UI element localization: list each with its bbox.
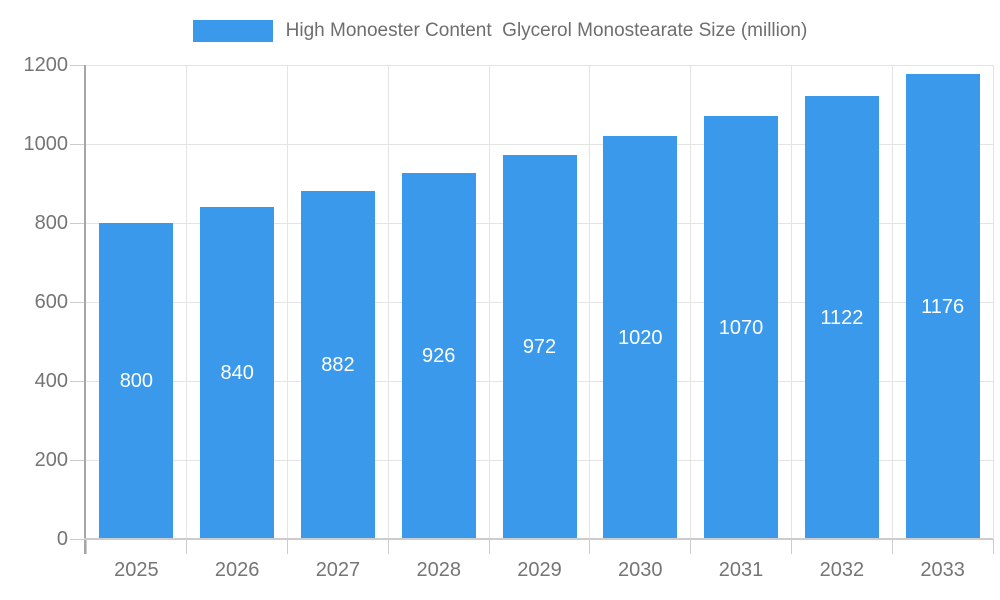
x-axis-label: 2033: [920, 559, 965, 581]
bar-value-label: 840: [220, 362, 254, 384]
bar-value-label: 926: [422, 345, 456, 367]
x-axis-line: [84, 538, 993, 540]
x-axis-tick: [992, 539, 994, 554]
x-axis-tick: [85, 539, 87, 554]
x-axis-label: 2029: [517, 559, 562, 581]
y-axis-tick: [70, 64, 86, 66]
gridline-vertical: [690, 65, 692, 539]
y-axis-line: [84, 65, 86, 554]
bar-value-label: 1070: [718, 316, 764, 339]
x-axis-label: 2031: [718, 559, 764, 581]
bar[interactable]: 1070: [704, 116, 779, 539]
gridline-horizontal: [86, 64, 993, 66]
bar[interactable]: 1122: [804, 96, 879, 539]
bar[interactable]: 882: [300, 191, 375, 539]
gridline-vertical: [992, 65, 994, 539]
y-axis-label: 1200: [23, 54, 69, 76]
bar-value-label: 1122: [820, 306, 864, 329]
x-axis-label: 2030: [618, 559, 663, 581]
x-axis-tick: [589, 539, 591, 554]
bar-value-label: 1176: [921, 295, 965, 318]
x-axis-label: 2032: [819, 559, 865, 581]
gridline-vertical: [790, 65, 792, 539]
chart-legend[interactable]: High Monoester Content Glycerol Monostea…: [0, 17, 1000, 45]
gridline-vertical: [589, 65, 591, 539]
x-axis-tick: [891, 539, 893, 554]
x-axis-label: 2027: [315, 559, 361, 581]
y-axis-tick: [70, 380, 86, 382]
y-axis-label: 800: [34, 212, 68, 234]
x-axis-label: 2028: [416, 559, 461, 581]
x-axis-tick: [690, 539, 692, 554]
gridline-horizontal: [86, 143, 993, 145]
x-axis-label: 2026: [214, 559, 260, 581]
x-axis-tick: [287, 539, 289, 554]
bar-value-label: 800: [119, 370, 154, 392]
y-axis-label: 400: [34, 370, 68, 392]
y-axis-label: 600: [34, 291, 68, 313]
x-axis-tick: [488, 539, 490, 554]
gridline-vertical: [891, 65, 893, 539]
y-axis-tick: [70, 222, 86, 224]
x-axis-tick: [387, 539, 389, 554]
y-axis-tick: [70, 301, 86, 303]
legend-label[interactable]: High Monoester Content Glycerol Monostea…: [285, 20, 808, 41]
y-axis-tick: [70, 143, 86, 145]
x-axis-tick: [186, 539, 188, 554]
bar-value-label: 972: [522, 336, 557, 358]
bar[interactable]: 926: [401, 173, 476, 539]
y-axis-label: 200: [34, 449, 68, 471]
y-axis-tick: [70, 459, 86, 461]
gridline-vertical: [387, 65, 389, 539]
y-axis-tick: [70, 538, 86, 540]
bar[interactable]: 1176: [905, 74, 980, 539]
bar[interactable]: 840: [200, 207, 275, 539]
bar[interactable]: 1020: [603, 136, 678, 539]
x-axis-tick: [790, 539, 792, 554]
bar-value-label: 1020: [618, 326, 663, 349]
y-axis-label: 1000: [23, 133, 69, 155]
gridline-vertical: [488, 65, 490, 539]
gridline-vertical: [287, 65, 289, 539]
bar[interactable]: 972: [502, 155, 577, 539]
legend-swatch[interactable]: [192, 20, 273, 42]
x-axis-label: 2025: [114, 559, 159, 581]
gridline-vertical: [186, 65, 188, 539]
y-axis-label: 0: [56, 528, 68, 550]
bar[interactable]: 800: [99, 223, 174, 539]
bar-value-label: 882: [321, 354, 355, 376]
